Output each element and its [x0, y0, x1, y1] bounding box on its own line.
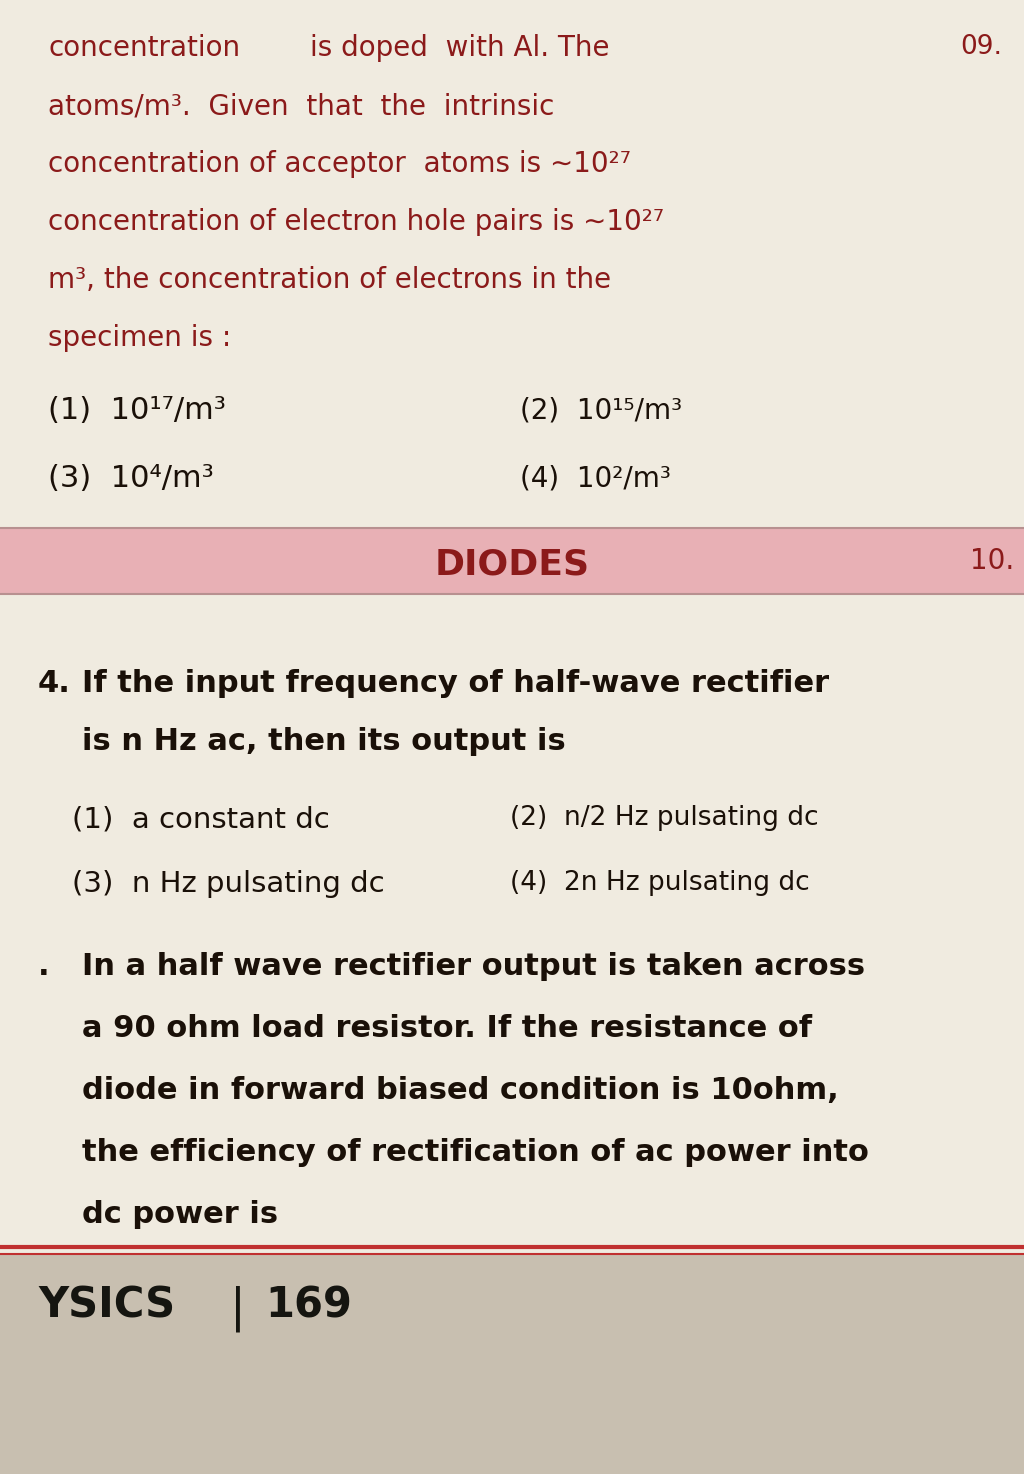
Text: a 90 ohm load resistor. If the resistance of: a 90 ohm load resistor. If the resistanc… [82, 1014, 812, 1044]
Text: 10.: 10. [970, 547, 1014, 575]
Text: the efficiency of rectification of ac power into: the efficiency of rectification of ac po… [82, 1138, 869, 1167]
Bar [0, 0, 1024, 1294]
Text: 169: 169 [265, 1285, 352, 1327]
Text: |: | [230, 1285, 246, 1331]
Text: (3)  10⁴/m³: (3) 10⁴/m³ [48, 464, 214, 492]
Text: (2)  n/2 Hz pulsating dc: (2) n/2 Hz pulsating dc [510, 805, 818, 831]
Text: diode in forward biased condition is 10ohm,: diode in forward biased condition is 10o… [82, 1076, 839, 1106]
Bar [0, 1254, 1024, 1474]
Text: dc power is: dc power is [82, 1200, 279, 1229]
Text: m³, the concentration of electrons in the: m³, the concentration of electrons in th… [48, 265, 611, 293]
Text: DIODES: DIODES [434, 547, 590, 581]
Text: is doped  with Al. The: is doped with Al. The [310, 34, 609, 62]
Text: (1)  a constant dc: (1) a constant dc [72, 805, 330, 833]
Text: (4)  2n Hz pulsating dc: (4) 2n Hz pulsating dc [510, 870, 810, 896]
Text: (1)  10¹⁷/m³: (1) 10¹⁷/m³ [48, 397, 226, 425]
Text: concentration: concentration [48, 34, 240, 62]
Text: .: . [38, 952, 49, 982]
Text: If the input frequency of half-wave rectifier: If the input frequency of half-wave rect… [82, 669, 829, 699]
Text: (3)  n Hz pulsating dc: (3) n Hz pulsating dc [72, 870, 385, 898]
Bar [0, 0, 1024, 301]
Text: concentration of electron hole pairs is ∼10²⁷: concentration of electron hole pairs is … [48, 208, 664, 236]
Text: 09.: 09. [961, 34, 1002, 60]
Text: 4.: 4. [38, 669, 71, 699]
Text: is n Hz ac, then its output is: is n Hz ac, then its output is [82, 727, 565, 756]
Text: (4)  10²/m³: (4) 10²/m³ [520, 464, 671, 492]
Text: In a half wave rectifier output is taken across: In a half wave rectifier output is taken… [82, 952, 865, 982]
Text: atoms/m³.  Given  that  the  intrinsic: atoms/m³. Given that the intrinsic [48, 91, 554, 119]
Bar [0, 528, 1024, 594]
Text: (2)  10¹⁵/m³: (2) 10¹⁵/m³ [520, 397, 682, 425]
Text: concentration of acceptor  atoms is ∼10²⁷: concentration of acceptor atoms is ∼10²⁷ [48, 150, 631, 178]
Text: YSICS: YSICS [38, 1285, 175, 1327]
Text: specimen is :: specimen is : [48, 324, 231, 352]
